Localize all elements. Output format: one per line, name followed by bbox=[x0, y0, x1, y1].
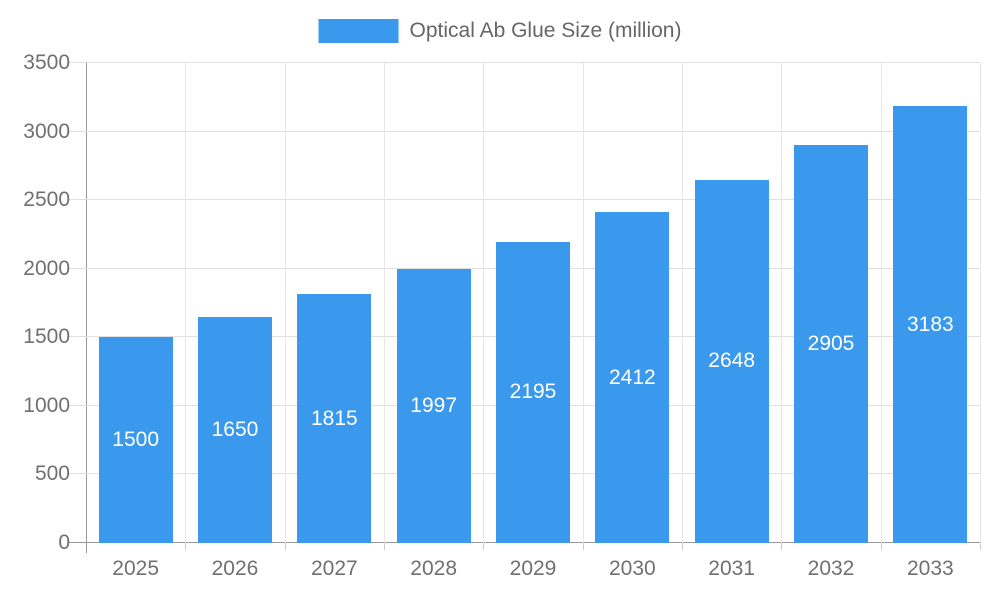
bar-value-label: 1997 bbox=[410, 394, 458, 418]
x-tick-mark bbox=[781, 543, 783, 550]
y-tick-label: 2000 bbox=[23, 256, 70, 280]
y-tick-label: 1000 bbox=[23, 393, 70, 417]
bar-value-label: 1815 bbox=[310, 406, 358, 430]
h-gridline bbox=[68, 62, 980, 63]
y-tick-label: 3500 bbox=[23, 51, 70, 74]
x-tick-label: 2028 bbox=[410, 557, 458, 580]
bar-value-label: 2648 bbox=[708, 349, 756, 373]
v-gridline bbox=[284, 63, 286, 543]
x-tick-label: 2026 bbox=[211, 557, 259, 580]
x-tick-mark bbox=[582, 543, 584, 550]
bar[interactable]: 1650 bbox=[197, 316, 272, 543]
bar-value-label: 1650 bbox=[211, 417, 259, 441]
bar[interactable]: 2412 bbox=[595, 212, 670, 543]
x-tick-mark bbox=[880, 543, 882, 550]
v-gridline bbox=[880, 63, 882, 543]
bar[interactable]: 1815 bbox=[297, 294, 372, 543]
x-tick-label: 2032 bbox=[807, 557, 855, 580]
h-gridline bbox=[68, 199, 980, 201]
x-tick-mark bbox=[681, 543, 683, 550]
bar[interactable]: 1997 bbox=[396, 269, 471, 543]
x-tick-mark bbox=[980, 543, 981, 550]
v-gridline bbox=[681, 63, 683, 543]
bar[interactable]: 2905 bbox=[794, 144, 868, 543]
v-gridline bbox=[383, 63, 385, 543]
v-gridline bbox=[483, 63, 485, 543]
x-tick-label: 2030 bbox=[608, 557, 656, 580]
bar-value-label: 2412 bbox=[608, 365, 656, 389]
y-tick-label: 2500 bbox=[23, 188, 70, 212]
y-tick-label: 1500 bbox=[23, 325, 70, 349]
v-gridline bbox=[980, 63, 981, 543]
v-gridline bbox=[582, 63, 584, 543]
bar-value-label: 2905 bbox=[807, 331, 855, 355]
legend-label: Optical Ab Glue Size (million) bbox=[409, 19, 682, 42]
x-tick-label: 2029 bbox=[509, 557, 557, 580]
x-tick-mark bbox=[483, 543, 485, 550]
bar-value-label: 3183 bbox=[906, 312, 954, 336]
bar-value-label: 2195 bbox=[509, 380, 557, 404]
y-tick-label: 3000 bbox=[23, 119, 70, 143]
legend-swatch-icon bbox=[318, 19, 399, 43]
y-tick-label: 500 bbox=[34, 462, 70, 486]
x-tick-label: 2031 bbox=[708, 557, 756, 580]
x-tick-label: 2025 bbox=[112, 557, 160, 580]
plot-area: 0 500 1000 1500 2000 2500 3000 3500 1500 2025 1650… bbox=[23, 51, 981, 580]
x-tick-mark bbox=[383, 543, 385, 550]
x-tick-mark bbox=[284, 543, 286, 550]
bar-value-label: 1500 bbox=[112, 428, 160, 452]
v-gridline bbox=[781, 63, 783, 543]
x-tick-label: 2027 bbox=[310, 557, 358, 580]
x-tick-mark bbox=[185, 543, 187, 550]
y-axis-line bbox=[86, 63, 87, 553]
h-gridline bbox=[68, 130, 980, 132]
bar[interactable]: 2648 bbox=[694, 179, 769, 543]
x-tick-label: 2033 bbox=[906, 557, 954, 580]
v-gridline bbox=[185, 63, 187, 543]
bar[interactable]: 1500 bbox=[98, 337, 173, 543]
bar[interactable]: 2195 bbox=[496, 241, 570, 543]
bar[interactable]: 3183 bbox=[893, 106, 968, 543]
legend-item[interactable]: Optical Ab Glue Size (million) bbox=[318, 19, 682, 43]
y-tick-label: 0 bbox=[58, 531, 70, 554]
